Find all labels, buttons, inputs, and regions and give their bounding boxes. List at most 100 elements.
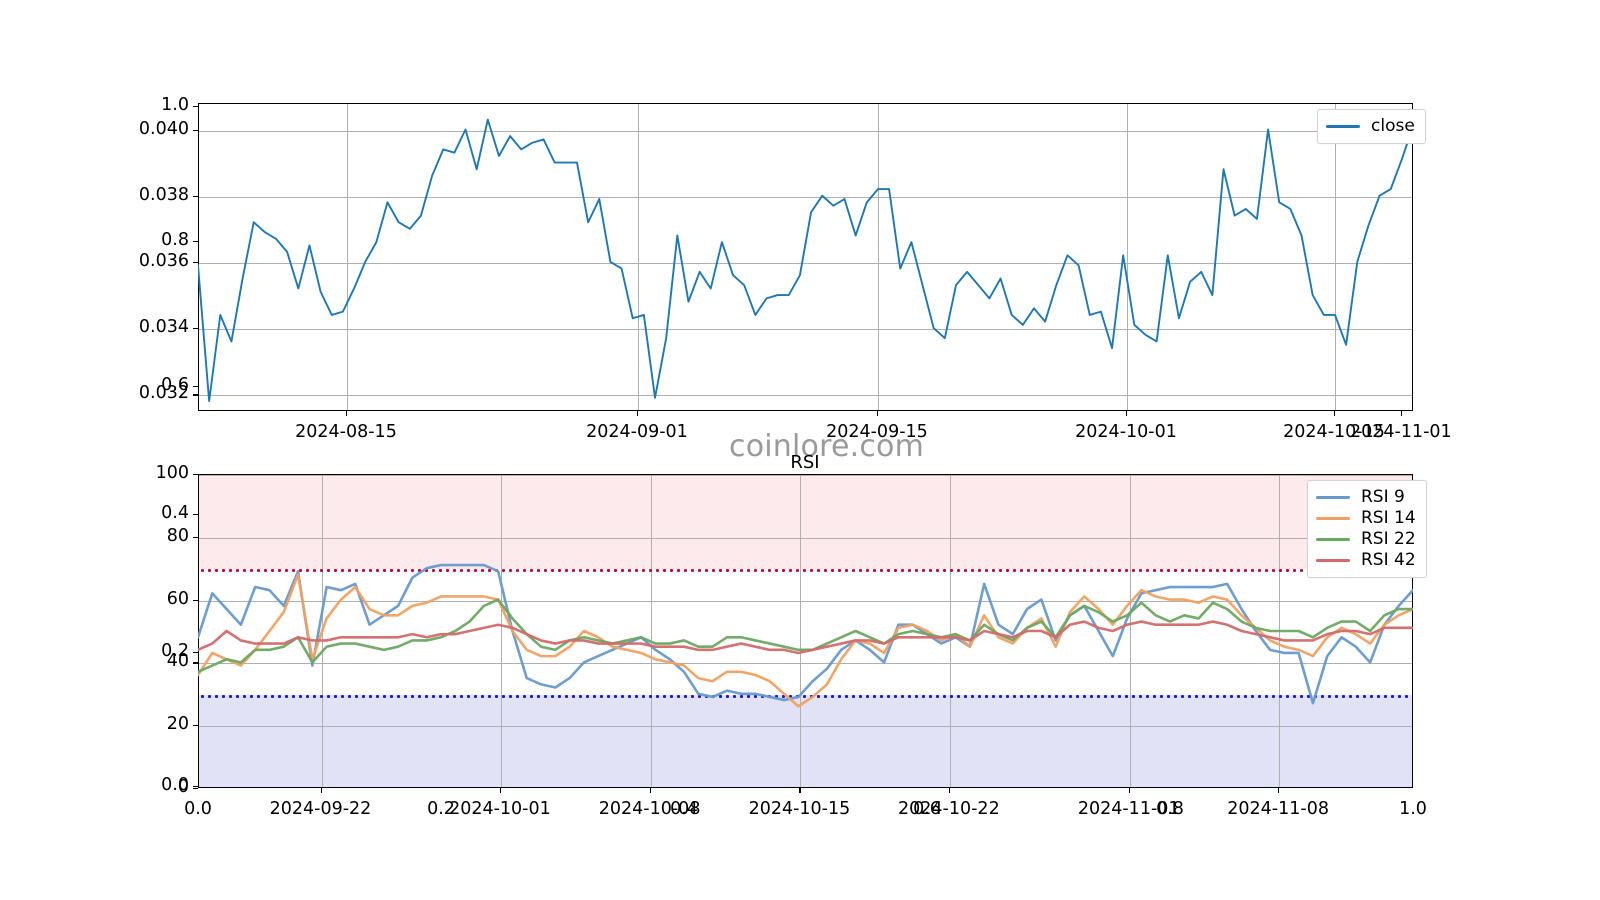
rsi-legend-label: RSI 42 <box>1361 550 1416 570</box>
rsi-oversold-band <box>199 694 1412 787</box>
rsi-gridline-v <box>650 475 652 787</box>
rsi-x-overlay-label: 0.6 <box>913 799 941 819</box>
rsi-x-tick <box>1128 788 1130 793</box>
rsi-x-overlay-label: 0.2 <box>427 799 455 819</box>
rsi-y-tick-label: 20 <box>166 714 189 735</box>
rsi-x-tick <box>948 788 951 793</box>
rsi-gridline-h <box>199 600 1412 602</box>
price-gridline-h <box>199 329 1412 331</box>
price-x-tick-label: 2024-09-15 <box>826 422 928 442</box>
price-gridline-v <box>1127 104 1128 410</box>
rsi-legend[interactable]: RSI 9 RSI 14 RSI 22 RSI 42 <box>1307 480 1427 578</box>
rsi-gridline-h <box>199 537 1412 539</box>
rsi-x-tick-label: 2024-10-15 <box>748 799 851 819</box>
rsi-overbought-band <box>199 475 1412 570</box>
rsi-y-tick <box>193 536 198 538</box>
price-y-overlay-tick <box>193 386 198 388</box>
price-x-tick <box>346 411 348 416</box>
rsi-legend-label: RSI 9 <box>1361 487 1405 507</box>
price-gridline-h <box>199 263 1412 264</box>
price-gridline-h <box>199 130 1412 132</box>
rsi-y-tick-label: 40 <box>166 651 189 672</box>
price-y-tick-label: 0.034 <box>138 317 189 338</box>
price-y-tick <box>193 394 198 396</box>
rsi-legend-row: RSI 14 <box>1316 508 1416 529</box>
rsi-y-overlay-tick <box>193 652 198 654</box>
rsi-y-tick <box>193 788 198 790</box>
legend-color-swatch <box>1316 516 1350 521</box>
rsi-gridline-v <box>949 475 951 787</box>
rsi-gridline-h <box>199 475 1412 476</box>
rsi-x-tick-label: 2024-11-08 <box>1227 799 1329 819</box>
price-x-tick-label: 2024-08-15 <box>295 422 397 442</box>
price-gridline-v <box>877 104 879 410</box>
rsi-x-overlay-label: 0.0 <box>184 799 212 819</box>
rsi-x-tick-label: 2024-10-08 <box>598 799 701 819</box>
rsi-y-tick <box>193 474 198 476</box>
price-y-overlay-tick <box>193 241 198 243</box>
rsi-line-rsi-22 <box>198 598 1413 674</box>
rsi-y-tick-label: 100 <box>155 463 189 483</box>
legend-color-swatch <box>1326 124 1360 129</box>
price-y-tick <box>193 328 198 330</box>
price-y-tick-label: 0.038 <box>138 184 189 205</box>
rsi-y-tick-label: 0 <box>177 777 189 797</box>
price-line-close <box>198 118 1413 403</box>
rsi-x-tick <box>649 788 651 793</box>
price-y-tick-label: 0.040 <box>138 118 189 139</box>
rsi-line-rsi-14 <box>198 573 1413 708</box>
price-gridline-h <box>199 196 1412 198</box>
price-x-tick <box>1400 411 1402 416</box>
rsi-y-overlay-label: 0.4 <box>161 503 189 523</box>
rsi-x-tick <box>799 788 801 793</box>
price-x-tick-label: 2024-09-01 <box>586 422 688 442</box>
rsi-overbought-line <box>199 569 1412 573</box>
rsi-x-tick <box>320 788 322 793</box>
rsi-gridline-v <box>500 475 502 787</box>
rsi-line-rsi-42 <box>198 620 1413 655</box>
rsi-x-tick-label: 2024-09-22 <box>269 799 372 819</box>
price-x-tick <box>637 411 639 416</box>
price-x-tick <box>876 411 879 416</box>
legend-color-swatch <box>1316 537 1350 542</box>
rsi-x-tick <box>1278 788 1280 793</box>
rsi-oversold-line <box>199 694 1412 698</box>
rsi-line-rsi-9 <box>198 563 1413 705</box>
rsi-legend-row: RSI 9 <box>1316 487 1416 508</box>
rsi-y-overlay-tick <box>193 786 198 788</box>
price-gridline-v <box>638 104 639 410</box>
price-legend-label: close <box>1371 116 1415 136</box>
price-x-tick <box>1334 411 1336 416</box>
price-panel: 0.032 0.034 0.036 0.038 0.040 0.6 0.8 1.0 2024-… <box>138 95 1452 442</box>
price-legend[interactable]: close <box>1317 109 1426 144</box>
price-y-overlay-tick <box>193 106 198 108</box>
price-y-overlay-label: 0.6 <box>161 375 189 395</box>
rsi-y-overlay-tick <box>193 514 198 516</box>
rsi-y-overlay-label: 0.2 <box>161 641 189 661</box>
rsi-x-overlay-label: 1.0 <box>1399 799 1427 819</box>
rsi-gridline-v <box>800 475 802 787</box>
rsi-legend-label: RSI 22 <box>1361 529 1416 549</box>
price-legend-row: close <box>1326 116 1415 137</box>
price-y-tick <box>193 262 198 264</box>
rsi-y-tick-label: 80 <box>166 525 189 546</box>
rsi-y-tick <box>193 662 198 664</box>
rsi-gridline-v <box>1129 475 1131 787</box>
price-y-overlay-label: 1.0 <box>161 95 189 115</box>
rsi-x-tick-label: 2024-11-01 <box>1077 799 1180 819</box>
rsi-gridline-h <box>199 663 1412 665</box>
legend-color-swatch <box>1316 558 1350 563</box>
price-gridline-h <box>199 395 1412 397</box>
rsi-legend-label: RSI 14 <box>1361 508 1416 528</box>
rsi-legend-row: RSI 22 <box>1316 529 1416 550</box>
watermark-coinlore: coinlore.com <box>729 429 925 464</box>
price-y-tick <box>193 129 198 131</box>
price-x-tick-label: 2024-11-01 <box>1349 422 1452 442</box>
legend-color-swatch <box>1316 495 1350 500</box>
rsi-y-tick <box>193 725 198 727</box>
price-gridline-v <box>1335 104 1336 410</box>
price-y-tick-label: 0.036 <box>138 251 189 271</box>
rsi-x-tick-label: 2024-10-22 <box>898 799 1000 819</box>
